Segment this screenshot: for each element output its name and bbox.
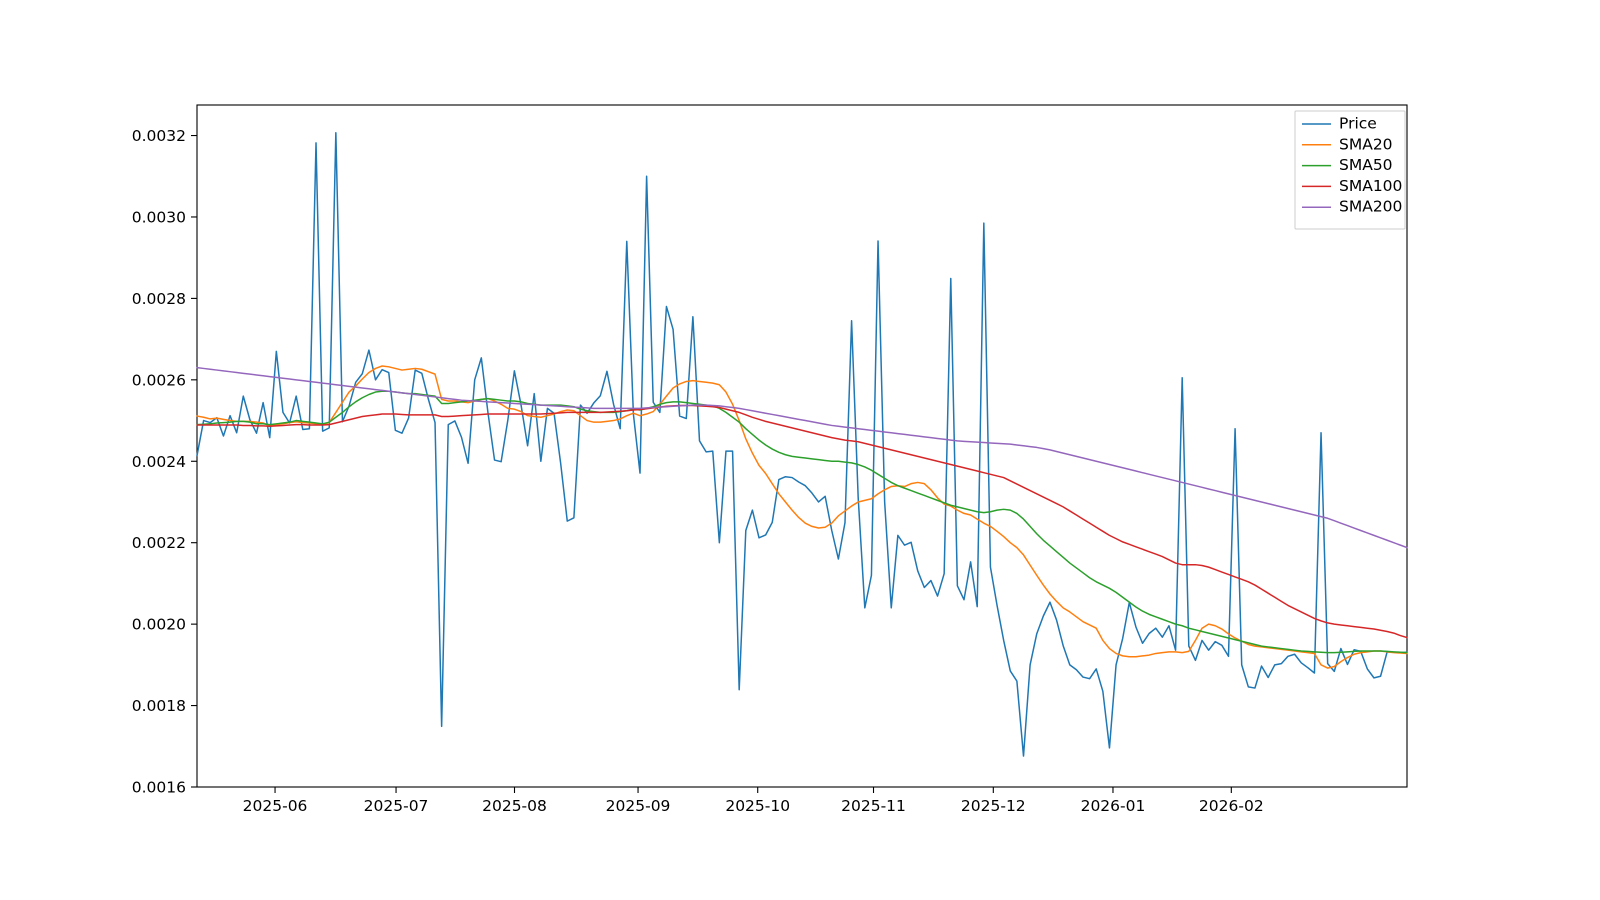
y-tick-label: 0.0028 <box>132 290 186 308</box>
x-tick-label: 2025-10 <box>725 797 790 815</box>
y-tick-label: 0.0032 <box>132 127 186 145</box>
y-tick-label: 0.0018 <box>132 697 186 715</box>
legend-label-sma20: SMA20 <box>1339 135 1393 153</box>
x-tick-label: 2025-07 <box>364 797 429 815</box>
axes-area <box>196 104 1408 788</box>
y-tick-label: 0.0022 <box>132 534 186 552</box>
axis-ticks-group: 0.0016 0.0018 0.0020 0.0022 0.0024 0.0026 0.00… <box>132 127 1264 815</box>
x-tick-label: 2025-08 <box>482 797 547 815</box>
x-tick-label: 2025-06 <box>243 797 308 815</box>
series-line-sma100 <box>196 404 1408 639</box>
data-series-group <box>196 131 1408 757</box>
legend-label-price: Price <box>1339 115 1377 133</box>
chart-legend[interactable]: Price SMA20 SMA50 SMA100 SMA200 <box>1294 110 1406 230</box>
y-tick-label: 0.0016 <box>132 779 186 797</box>
legend-label-sma100: SMA100 <box>1339 177 1402 195</box>
series-line-sma20 <box>196 365 1408 669</box>
legend-background <box>1294 110 1406 230</box>
series-line-price <box>196 131 1408 757</box>
y-tick-label: 0.0024 <box>132 453 186 471</box>
legend-label-sma50: SMA50 <box>1339 156 1393 174</box>
legend-label-sma200: SMA200 <box>1339 198 1402 216</box>
x-tick-label: 2025-12 <box>961 797 1026 815</box>
x-tick-label: 2025-11 <box>841 797 906 815</box>
y-tick-label: 0.0030 <box>132 208 186 226</box>
plot-frame <box>196 104 1408 788</box>
x-tick-label: 2026-02 <box>1199 797 1264 815</box>
series-line-sma200 <box>196 366 1408 549</box>
x-tick-label: 2026-01 <box>1081 797 1146 815</box>
y-tick-label: 0.0020 <box>132 616 186 634</box>
y-tick-label: 0.0026 <box>132 371 186 389</box>
x-tick-label: 2025-09 <box>606 797 671 815</box>
